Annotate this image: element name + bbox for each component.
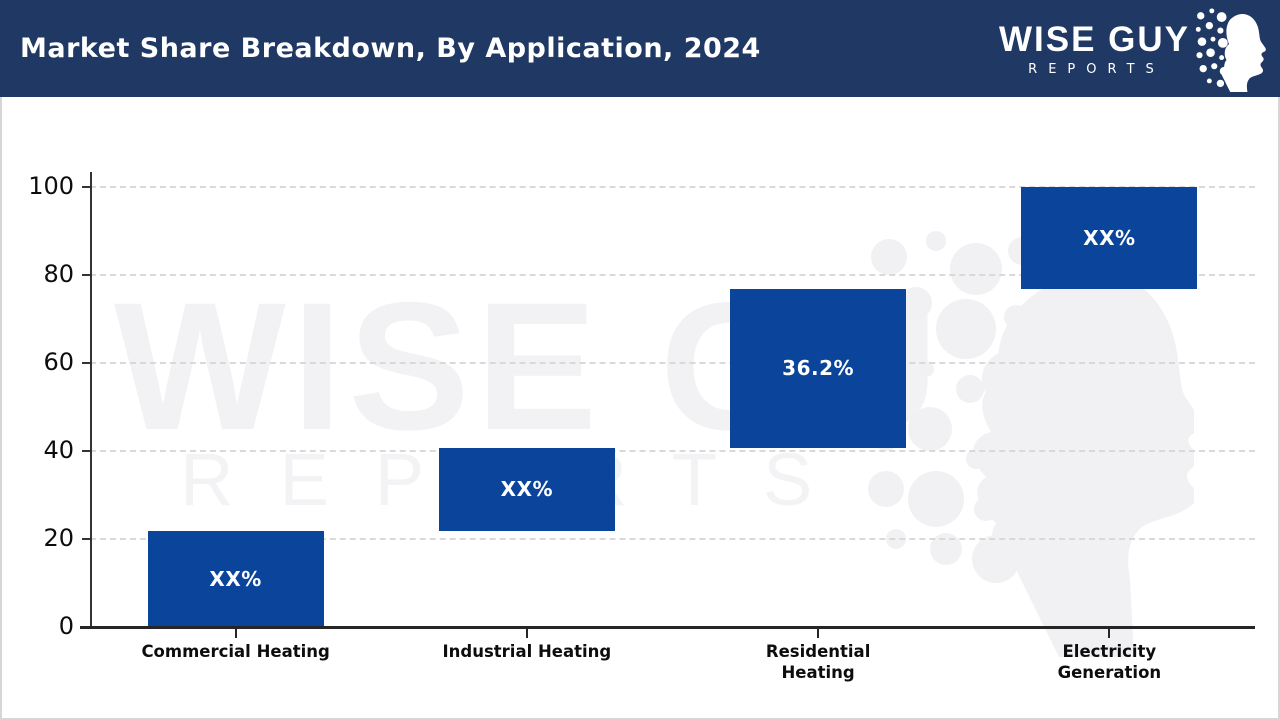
x-category-label-2: Residential Heating <box>765 642 871 683</box>
gridline-80 <box>90 274 1255 276</box>
bar-value-label: XX% <box>209 567 262 592</box>
y-tick-mark-60 <box>82 362 90 364</box>
bar-commercial-heating: XX% <box>147 531 324 627</box>
x-category-label-0: Commercial Heating <box>141 642 330 661</box>
gridline-40 <box>90 450 1255 452</box>
bar-value-label: 36.2% <box>782 356 855 381</box>
bar-value-label: XX% <box>1083 225 1136 250</box>
bar-electricity-generation: XX% <box>1021 187 1198 289</box>
page-title: Market Share Breakdown, By Application, … <box>20 33 761 64</box>
y-tick-label-40: 40 <box>43 436 74 464</box>
y-tick-mark-80 <box>82 274 90 276</box>
y-tick-label-60: 60 <box>43 348 74 376</box>
x-category-label-3: Electricity Generation <box>1057 642 1162 683</box>
y-tick-label-0: 0 <box>58 612 74 640</box>
y-tick-label-20: 20 <box>43 524 74 552</box>
x-tick-mark-3 <box>1108 629 1111 638</box>
bar-industrial-heating: XX% <box>438 447 615 532</box>
chart-area: WISE GU REPORTS 020406080100XX%Commercia… <box>0 97 1280 720</box>
header-banner: Market Share Breakdown, By Application, … <box>0 0 1280 97</box>
gridline-100 <box>90 186 1255 188</box>
x-axis-line <box>80 626 1255 629</box>
y-axis-spine <box>90 172 92 629</box>
y-tick-mark-40 <box>82 450 90 452</box>
y-tick-mark-20 <box>82 538 90 540</box>
wiseguy-logo: WISE GUY REPORTS <box>999 6 1266 92</box>
x-tick-mark-1 <box>525 629 528 638</box>
x-category-label-1: Industrial Heating <box>442 642 612 661</box>
gridline-20 <box>90 538 1255 540</box>
y-tick-label-80: 80 <box>43 260 74 288</box>
bar-residential-heating: 36.2% <box>730 288 907 448</box>
x-tick-mark-2 <box>817 629 820 638</box>
bar-value-label: XX% <box>500 477 554 502</box>
y-tick-mark-100 <box>82 186 90 188</box>
x-tick-mark-0 <box>234 629 237 638</box>
y-tick-label-100: 100 <box>28 172 74 200</box>
gridline-60 <box>90 362 1255 364</box>
logo-name-text: WISE GUY <box>998 19 1190 59</box>
logo-face-icon <box>1195 7 1266 92</box>
logo-wordmark: WISE GUY REPORTS <box>999 22 1190 76</box>
logo-sub-text: REPORTS <box>1028 61 1165 77</box>
